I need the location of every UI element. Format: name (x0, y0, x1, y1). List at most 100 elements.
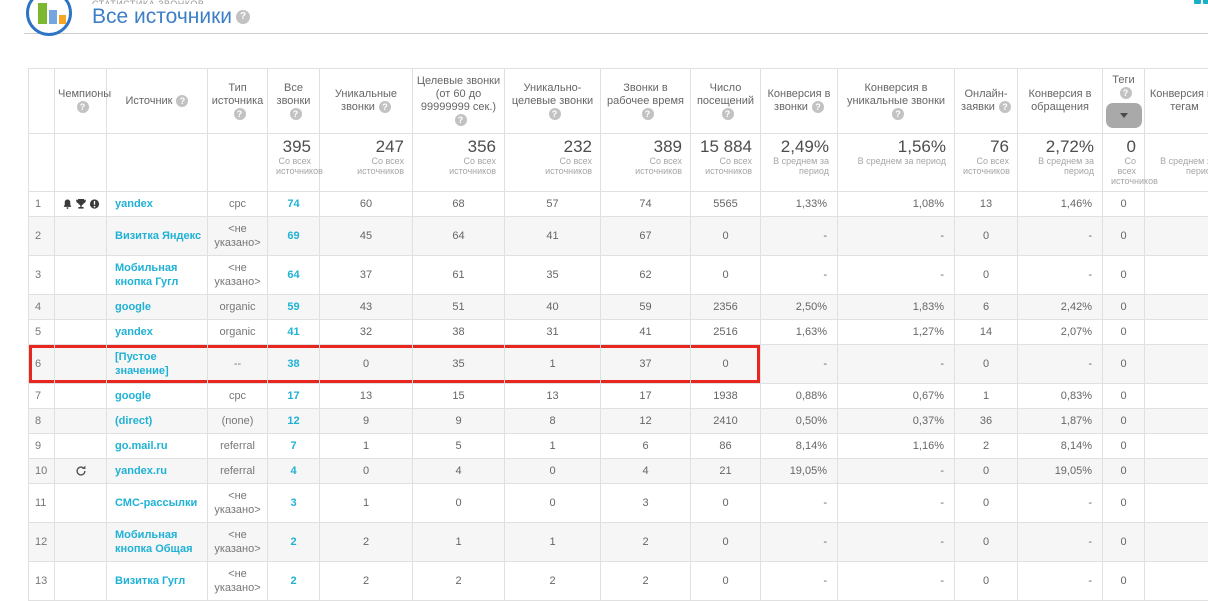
cell-source: Мобильная кнопка Гугл (107, 256, 208, 295)
report-chart-icon (26, 0, 72, 36)
calls-count-link[interactable]: 2 (290, 536, 296, 548)
cell-unique_calls: 45 (320, 217, 413, 256)
calls-count-link[interactable]: 12 (287, 415, 299, 427)
cell-all_calls: 3 (268, 484, 320, 523)
cell-conv_calls: 0,50% (761, 409, 838, 434)
source-link[interactable]: СМС-рассылки (115, 497, 197, 509)
help-icon[interactable]: ? (549, 108, 561, 120)
source-link[interactable]: Мобильная кнопка Гугл (115, 262, 178, 288)
summary-cell: 2,49%В среднем за период (761, 134, 838, 192)
summary-sublabel: Со всех источников (609, 156, 682, 176)
title-help-icon[interactable]: ? (236, 10, 250, 24)
cell-tags: 0 (1103, 523, 1145, 562)
summary-sublabel: Со всех источников (963, 156, 1009, 176)
cell-champions (55, 320, 107, 345)
cell-conv_calls: - (761, 256, 838, 295)
calls-count-link[interactable]: 41 (287, 326, 299, 338)
cell-source: google (107, 295, 208, 320)
column-header-2: Источник? (107, 69, 208, 134)
cell-unique_calls: 1 (320, 484, 413, 523)
calls-count-link[interactable]: 17 (287, 390, 299, 402)
help-icon[interactable]: ? (176, 95, 188, 107)
help-icon[interactable]: ? (234, 108, 246, 120)
source-link[interactable]: yandex.ru (115, 465, 167, 477)
summary-empty-cell (107, 134, 208, 192)
cell-unique_calls: 32 (320, 320, 413, 345)
source-link[interactable]: go.mail.ru (115, 440, 168, 452)
sources-table: Чемпионы?Источник?Тип источника?Все звон… (28, 68, 1208, 601)
cell-index: 9 (29, 434, 55, 459)
column-label: Конверсия в обращения (1028, 88, 1091, 113)
calls-count-link[interactable]: 74 (287, 198, 299, 210)
cell-type: <не указано> (208, 484, 268, 523)
help-icon[interactable]: ? (379, 101, 391, 113)
cell-champions (55, 459, 107, 484)
cell-source: yandex (107, 192, 208, 217)
column-label: Целевые звонки (от 60 до 99999999 сек.) (417, 75, 500, 113)
cell-target_calls: 15 (413, 384, 505, 409)
cell-champions (55, 384, 107, 409)
trophy-icon (74, 198, 88, 210)
cell-index: 10 (29, 459, 55, 484)
cell-unique_target_calls: 1 (505, 523, 601, 562)
cell-online_leads: 1 (955, 384, 1018, 409)
cell-work_time_calls: 4 (601, 459, 691, 484)
calls-count-link[interactable]: 3 (290, 497, 296, 509)
cell-conv_appeals: - (1018, 217, 1103, 256)
calls-count-link[interactable]: 4 (290, 465, 296, 477)
cell-conv_appeals: 8,14% (1018, 434, 1103, 459)
source-link[interactable]: (direct) (115, 415, 152, 427)
cell-type: <не указано> (208, 217, 268, 256)
summary-sublabel: Со всех источников (328, 156, 404, 176)
corner-app-icon[interactable] (1194, 0, 1208, 4)
cell-work_time_calls: 74 (601, 192, 691, 217)
help-icon[interactable]: ? (722, 108, 734, 120)
source-link[interactable]: Визитка Яндекс (115, 230, 201, 242)
calls-count-link[interactable]: 38 (287, 358, 299, 370)
cell-online_leads: 6 (955, 295, 1018, 320)
cell-type: organic (208, 295, 268, 320)
source-link[interactable]: [Пустое значение] (115, 351, 169, 377)
calls-count-link[interactable]: 59 (287, 301, 299, 313)
help-icon[interactable]: ? (642, 108, 654, 120)
calls-count-link[interactable]: 2 (290, 575, 296, 587)
cell-conv_by_tags: - (1145, 434, 1208, 459)
help-icon[interactable]: ? (999, 101, 1011, 113)
cell-online_leads: 0 (955, 345, 1018, 384)
cell-index: 11 (29, 484, 55, 523)
cell-source: google (107, 384, 208, 409)
help-icon[interactable]: ? (77, 101, 89, 113)
calls-count-link[interactable]: 7 (290, 440, 296, 452)
help-icon[interactable]: ? (455, 114, 467, 126)
bar-blue (49, 10, 57, 24)
source-link[interactable]: google (115, 301, 151, 313)
help-icon[interactable]: ? (892, 108, 904, 120)
summary-sublabel: Со всех источников (1111, 156, 1136, 186)
source-link[interactable]: yandex (115, 198, 153, 210)
cell-source: СМС-рассылки (107, 484, 208, 523)
cell-tags: 0 (1103, 459, 1145, 484)
column-label: Теги (1112, 74, 1134, 86)
cell-unique_calls: 0 (320, 345, 413, 384)
cell-conv_by_tags: - (1145, 256, 1208, 295)
cell-conv_by_tags: - (1145, 562, 1208, 601)
cell-work_time_calls: 2 (601, 562, 691, 601)
cell-type: -- (208, 345, 268, 384)
help-icon[interactable]: ? (1120, 87, 1132, 99)
source-link[interactable]: Визитка Гугл (115, 575, 185, 587)
source-link[interactable]: Мобильная кнопка Общая (115, 529, 193, 555)
source-link[interactable]: yandex (115, 326, 153, 338)
help-icon[interactable]: ? (812, 101, 824, 113)
cell-all_calls: 59 (268, 295, 320, 320)
help-icon[interactable]: ? (290, 108, 302, 120)
tags-filter-button[interactable] (1106, 103, 1142, 128)
source-link[interactable]: google (115, 390, 151, 402)
calls-count-link[interactable]: 69 (287, 230, 299, 242)
cell-conv_unique_calls: 0,37% (838, 409, 955, 434)
calls-count-link[interactable]: 64 (287, 269, 299, 281)
summary-sublabel: В среднем за период (769, 156, 829, 176)
